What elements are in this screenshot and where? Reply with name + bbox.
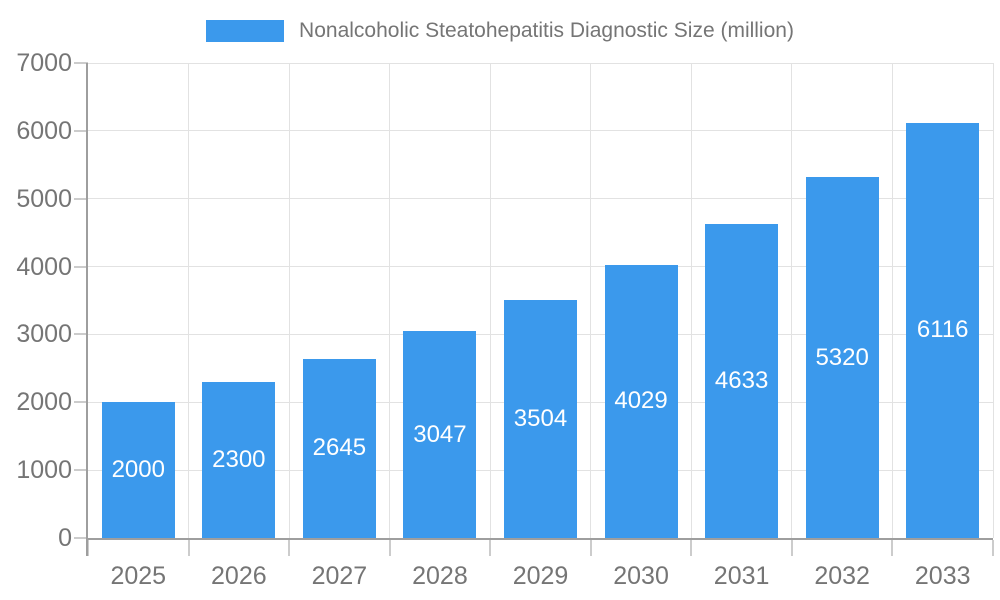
- y-axis-tick-4000: [74, 265, 88, 268]
- x-axis-tick-5: [589, 540, 592, 556]
- gridline-v-5: [590, 63, 592, 538]
- y-axis-label-6000: 6000: [16, 116, 72, 145]
- x-axis-label-2031: 2031: [713, 562, 770, 590]
- bar-value-label-2030: 4029: [614, 387, 668, 415]
- gridline-v-1: [188, 63, 190, 538]
- y-axis-tick-2000: [74, 401, 88, 404]
- legend-label: Nonalcoholic Steatohepatitis Diagnostic …: [299, 19, 794, 42]
- bar-2025[interactable]: 2000: [101, 402, 175, 538]
- y-axis-tick-5000: [74, 197, 88, 200]
- bar-2031[interactable]: 4633: [705, 223, 779, 538]
- y-axis-label-7000: 7000: [16, 49, 72, 77]
- y-axis-tick-0: [74, 537, 88, 539]
- x-axis-line: [86, 538, 993, 540]
- bar-value-label-2026: 2300: [212, 445, 266, 473]
- y-axis-label-1000: 1000: [16, 456, 72, 485]
- gridline-v-6: [690, 63, 692, 538]
- y-axis-tick-6000: [74, 129, 88, 132]
- bar-value-label-2029: 3504: [513, 405, 568, 433]
- x-axis-label-2033: 2033: [914, 562, 971, 590]
- x-axis-tick-3: [388, 540, 391, 556]
- x-axis-tick-7: [790, 540, 793, 556]
- bar-value-label-2031: 4633: [714, 366, 769, 394]
- gridline-h-5000: [88, 198, 993, 200]
- legend-swatch: [206, 20, 285, 42]
- x-axis-tick-4: [489, 540, 492, 556]
- y-axis-line: [86, 63, 88, 556]
- bar-value-label-2028: 3047: [413, 420, 467, 448]
- gridline-h-6000: [88, 130, 993, 132]
- bar-value-label-2033: 6116: [916, 316, 969, 344]
- gridline-v-9: [992, 63, 994, 538]
- x-axis-tick-9: [992, 540, 994, 556]
- bar-2028[interactable]: 3047: [403, 331, 477, 538]
- y-axis-label-4000: 4000: [16, 252, 72, 281]
- x-axis-label-2026: 2026: [211, 562, 267, 590]
- legend-item[interactable]: Nonalcoholic Steatohepatitis Diagnostic …: [0, 14, 1000, 48]
- gridline-v-4: [489, 63, 491, 538]
- x-axis-label-2025: 2025: [110, 562, 167, 590]
- y-axis-tick-1000: [74, 469, 88, 472]
- gridline-v-7: [791, 63, 793, 538]
- y-axis-tick-7000: [74, 62, 88, 64]
- bar-2026[interactable]: 2300: [202, 381, 276, 538]
- x-axis-label-2029: 2029: [512, 562, 569, 590]
- x-axis-tick-8: [891, 540, 894, 556]
- x-axis-tick-1: [187, 540, 190, 556]
- x-axis-label-2030: 2030: [613, 562, 669, 590]
- y-axis-label-5000: 5000: [16, 184, 72, 213]
- gridline-v-3: [389, 63, 391, 538]
- bar-2032[interactable]: 5320: [805, 177, 879, 538]
- x-axis-tick-2: [288, 540, 291, 556]
- bar-2029[interactable]: 3504: [504, 300, 577, 538]
- y-axis-label-0: 0: [58, 524, 72, 552]
- bar-2030[interactable]: 4029: [604, 264, 678, 538]
- y-axis-label-2000: 2000: [16, 388, 72, 417]
- y-axis-tick-3000: [74, 333, 88, 336]
- bar-2033[interactable]: 6116: [906, 122, 980, 538]
- x-axis-tick-0: [87, 540, 89, 556]
- gridline-v-2: [288, 63, 290, 538]
- bar-value-label-2025: 2000: [111, 456, 165, 484]
- x-axis-tick-6: [690, 540, 693, 556]
- gridline-h-4000: [88, 266, 993, 268]
- bar-2027[interactable]: 2645: [302, 358, 376, 538]
- gridline-v-8: [891, 63, 893, 538]
- x-axis-label-2028: 2028: [412, 562, 468, 590]
- x-axis-label-2032: 2032: [814, 562, 870, 590]
- bar-value-label-2032: 5320: [815, 343, 869, 371]
- gridline-h-7000: [88, 62, 993, 64]
- bar-value-label-2027: 2645: [312, 434, 367, 462]
- x-axis-label-2027: 2027: [311, 562, 368, 590]
- y-axis-label-3000: 3000: [16, 320, 72, 349]
